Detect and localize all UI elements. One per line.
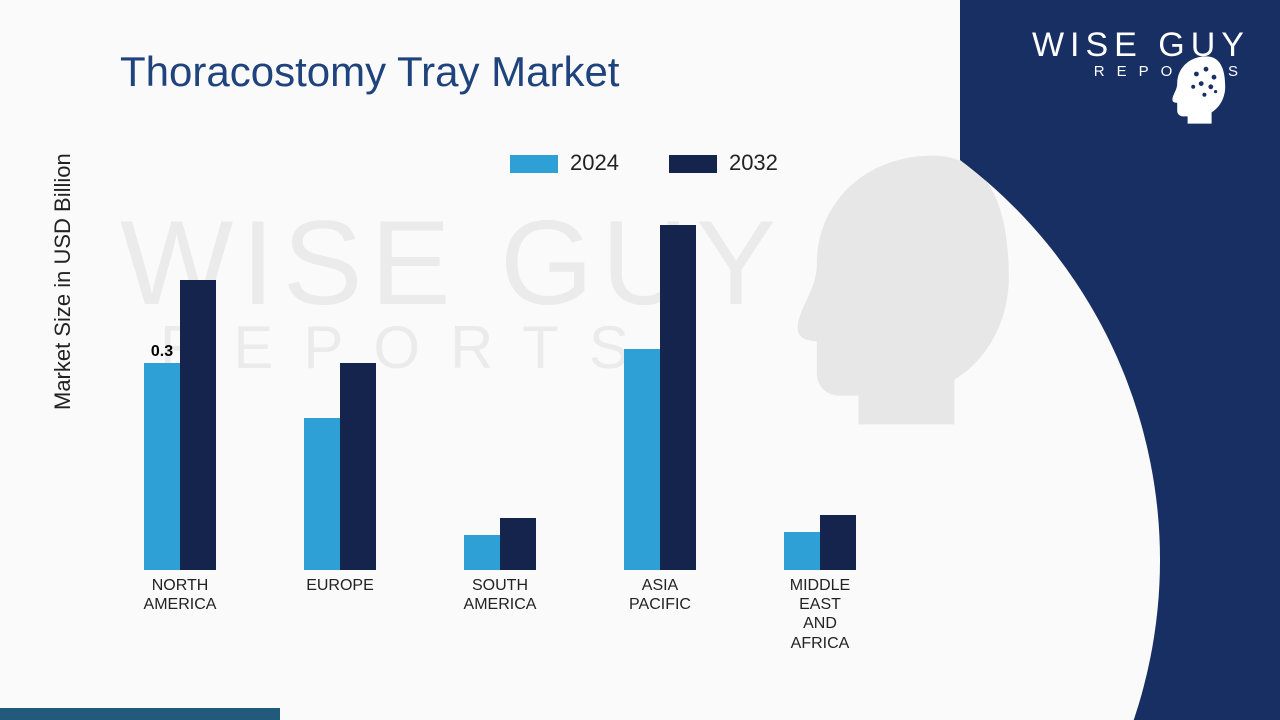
legend-label-2032: 2032 <box>729 150 778 175</box>
bar <box>304 418 340 570</box>
bar <box>624 349 660 570</box>
x-axis-label: EUROPE <box>280 570 400 595</box>
footer-accent-bar <box>0 708 280 720</box>
bar-value-label: 0.3 <box>151 343 173 361</box>
y-axis-label: Market Size in USD Billion <box>50 153 76 410</box>
bar <box>500 518 536 570</box>
legend-item-2024: 2024 <box>510 150 619 176</box>
plot-area: 0.3NORTHAMERICAEUROPESOUTHAMERICAASIAPAC… <box>120 190 920 570</box>
bar <box>144 363 180 570</box>
legend-swatch-2024 <box>510 155 558 173</box>
brand-logo: WISE GUY REPORTS <box>1032 28 1250 79</box>
bar <box>180 280 216 570</box>
x-axis-label: NORTHAMERICA <box>120 570 240 614</box>
brand-head-icon <box>1158 50 1238 130</box>
bar-chart: Market Size in USD Billion 2024 2032 0.3… <box>90 150 930 650</box>
chart-title: Thoracostomy Tray Market <box>120 48 619 96</box>
bar <box>464 535 500 570</box>
page: WISE GUY REPORTS Thoracostomy Tray Marke… <box>0 0 1280 720</box>
x-axis-label: ASIAPACIFIC <box>600 570 720 614</box>
bar <box>340 363 376 570</box>
bar <box>660 225 696 570</box>
x-axis-label: MIDDLEEASTANDAFRICA <box>760 570 880 653</box>
legend-label-2024: 2024 <box>570 150 619 175</box>
x-axis-label: SOUTHAMERICA <box>440 570 560 614</box>
bar <box>784 532 820 570</box>
legend-swatch-2032 <box>669 155 717 173</box>
bar <box>820 515 856 570</box>
legend-item-2032: 2032 <box>669 150 778 176</box>
legend: 2024 2032 <box>510 150 778 176</box>
